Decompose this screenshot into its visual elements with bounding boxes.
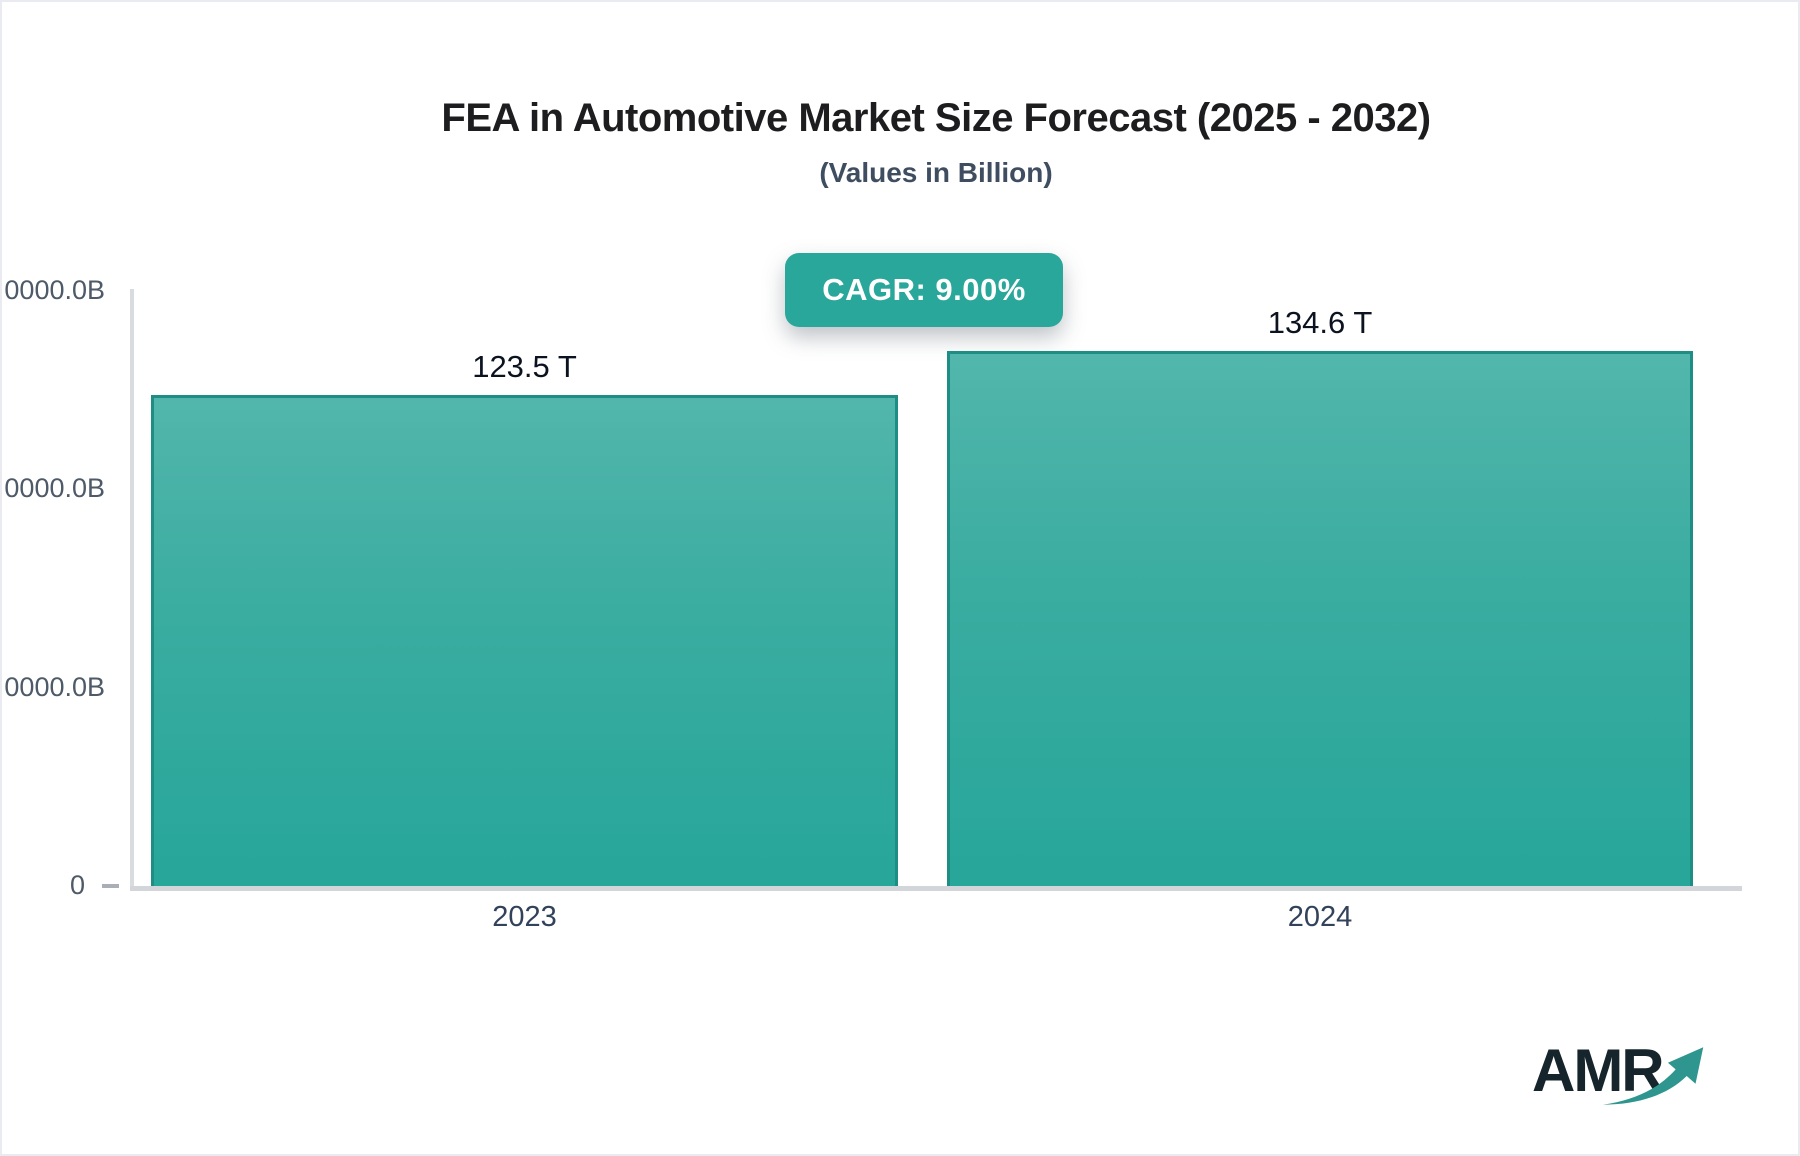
y-axis-tick-label: 0000.0B — [4, 473, 105, 503]
amr-logo: AMR — [1532, 1038, 1717, 1108]
chart-subtitle: (Values in Billion) — [819, 157, 1053, 188]
y-axis-tick-label: 0000.0B — [4, 672, 105, 702]
y-axis-tick-label: 0000.0B — [4, 275, 105, 305]
cagr-badge-label: CAGR: 9.00% — [822, 272, 1026, 307]
bar-group-2024: 134.6 T 2024 — [947, 270, 1693, 933]
y-axis-line — [130, 289, 134, 890]
y-axis-tick-label-zero: 0 — [69, 870, 85, 900]
cagr-badge[interactable]: CAGR: 9.00% — [785, 253, 1063, 327]
x-axis-category-label: 2024 — [1287, 901, 1353, 933]
chart-title: FEA in Automotive Market Size Forecast (… — [441, 96, 1431, 140]
bar-group-2023: 123.5 T 2023 — [151, 270, 898, 933]
chart-header: FEA in Automotive Market Size Forecast (… — [72, 0, 1800, 189]
x-axis-category-label: 2023 — [492, 901, 557, 933]
trend-up-arrow-icon — [1602, 1047, 1704, 1105]
bar-2023[interactable] — [151, 395, 898, 886]
amr-logo-text: AMR — [1532, 1037, 1665, 1104]
x-axis-line — [130, 886, 1742, 891]
bar-value-label: 134.6 T — [1267, 305, 1373, 340]
zero-tick-mark — [102, 884, 119, 888]
bar-value-label: 123.5 T — [472, 349, 577, 384]
bar-2024[interactable] — [947, 351, 1693, 886]
